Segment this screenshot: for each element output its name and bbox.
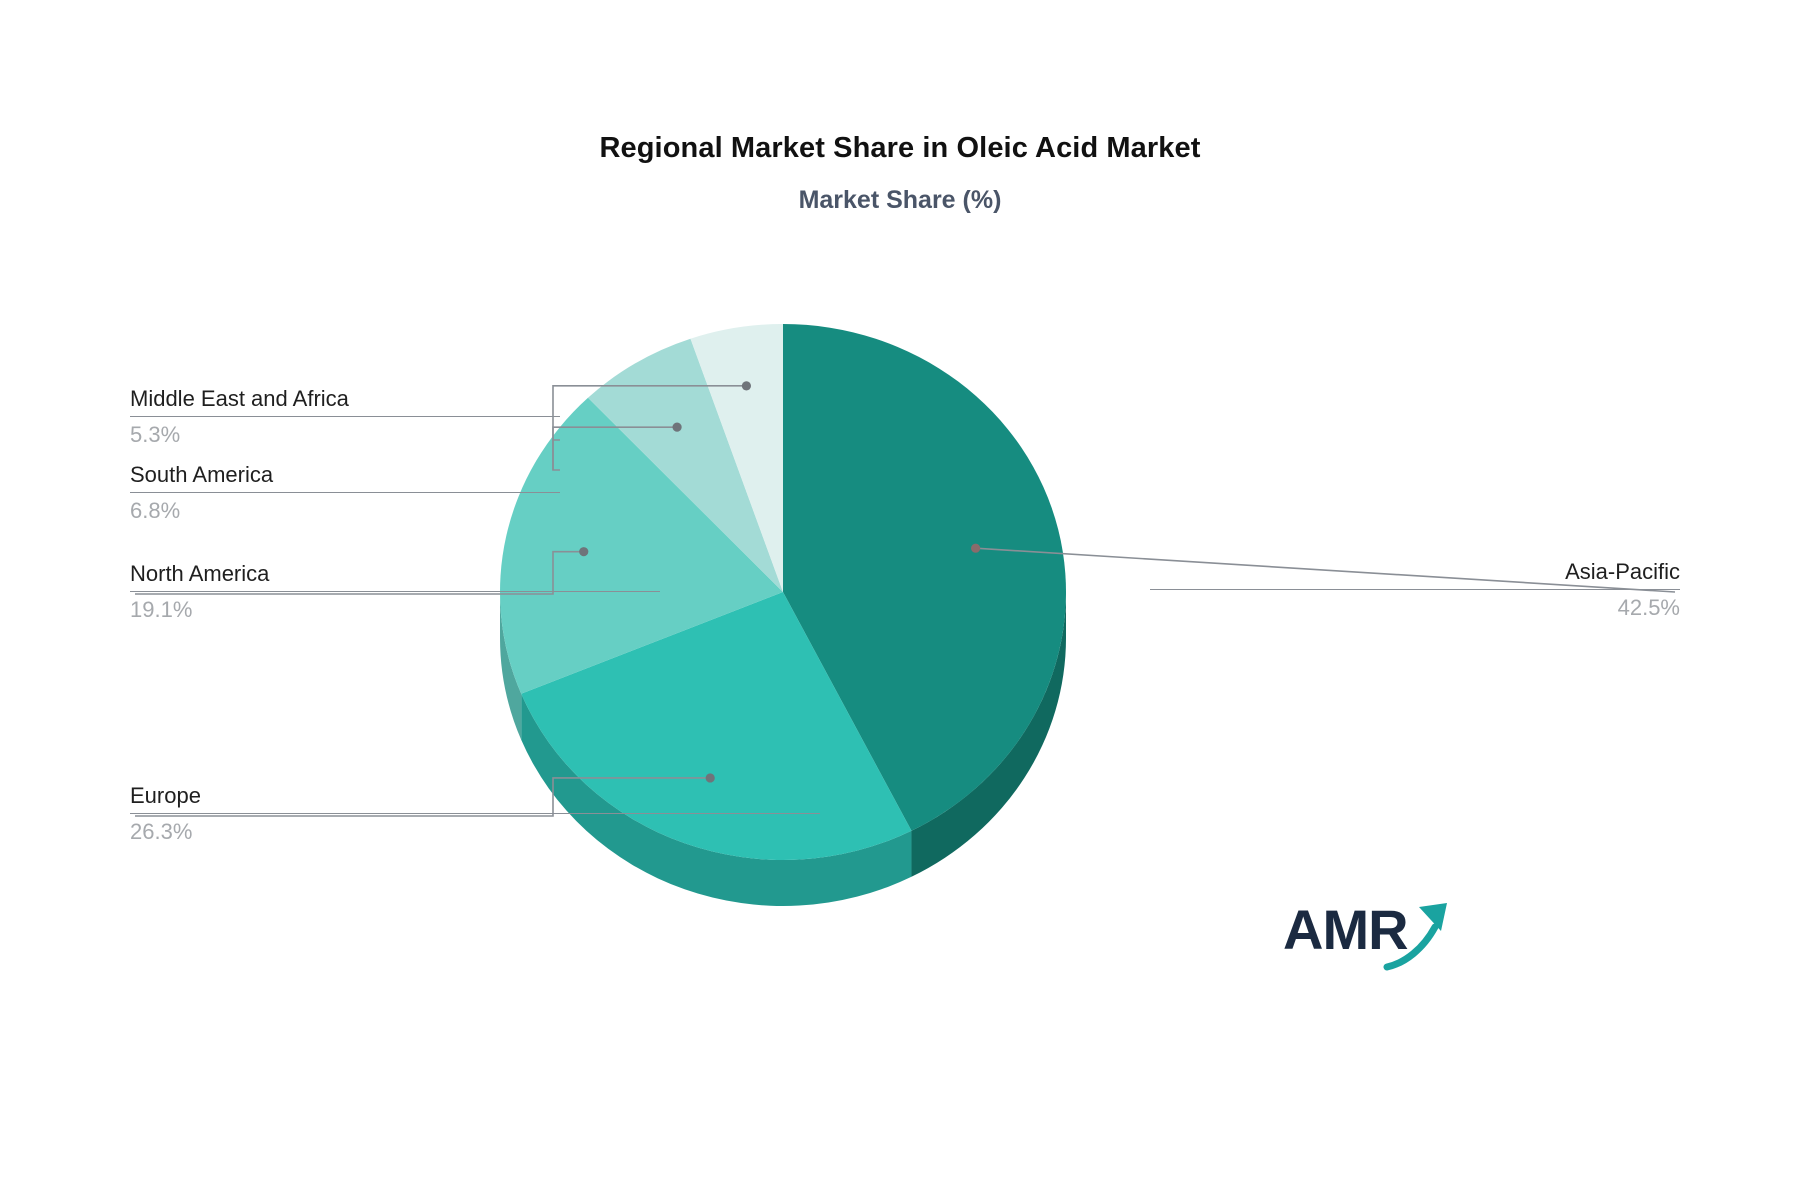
pie-leader-lines: [135, 381, 1676, 817]
leader-dot: [971, 543, 981, 553]
callout-value: 42.5%: [1617, 595, 1680, 620]
callout-value: 5.3%: [130, 422, 181, 447]
leader-line: [135, 550, 584, 595]
pie-slice-side: [911, 592, 1066, 877]
pie-slice-side: [521, 693, 912, 906]
callout-rule: [1150, 589, 1680, 590]
callout-rule: [130, 813, 820, 814]
pie-slice[interactable]: [499, 397, 783, 694]
chart-title: Regional Market Share in Oleic Acid Mark…: [599, 132, 1201, 164]
callout-asia-pacific[interactable]: Asia-Pacific 42.5%: [1150, 558, 1680, 622]
pie-slice-side: [500, 592, 522, 740]
leader-dot: [672, 422, 682, 432]
callout-value: 19.1%: [130, 597, 193, 622]
pie-slice[interactable]: [783, 324, 1066, 831]
callout-label: Middle East and Africa: [130, 386, 349, 411]
leader-dot: [741, 381, 752, 391]
callout-value: 6.8%: [130, 498, 181, 523]
callout-north-america[interactable]: North America 19.1%: [130, 560, 660, 624]
callout-middle-east-and-africa[interactable]: Middle East and Africa 5.3%: [130, 385, 560, 449]
pie-slice[interactable]: [587, 338, 783, 592]
leader-line: [552, 385, 747, 441]
arrow-up-right-icon: [1383, 903, 1447, 971]
amr-logo-text: AMR: [1283, 898, 1409, 961]
pie-slice[interactable]: [521, 592, 912, 860]
amr-logo: AMR: [1283, 893, 1473, 973]
leader-line: [135, 777, 711, 817]
callout-label: South America: [130, 462, 274, 487]
pie-3d-sides: [500, 592, 1066, 906]
pie-slice[interactable]: [690, 324, 783, 592]
callout-label: Europe: [130, 783, 201, 808]
chart-subtitle: Market Share (%): [798, 186, 1002, 214]
leader-dot: [579, 547, 589, 557]
callout-europe[interactable]: Europe 26.3%: [130, 782, 820, 846]
callout-value: 26.3%: [130, 819, 193, 844]
pie-top-face: [499, 324, 1066, 860]
callout-rule: [130, 492, 560, 493]
callout-rule: [130, 591, 660, 592]
callout-label: Asia-Pacific: [1565, 559, 1680, 584]
leader-dot: [705, 773, 715, 783]
callout-south-america[interactable]: South America 6.8%: [130, 461, 560, 525]
callout-label: North America: [130, 561, 270, 586]
leader-line: [975, 547, 1676, 593]
callout-rule: [130, 416, 560, 417]
